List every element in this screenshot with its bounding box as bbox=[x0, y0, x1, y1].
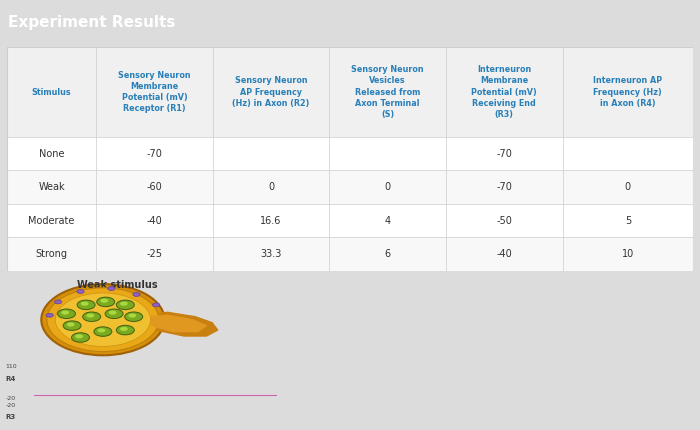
Text: Strong: Strong bbox=[36, 249, 68, 259]
Polygon shape bbox=[148, 312, 218, 336]
Text: 10: 10 bbox=[622, 249, 634, 259]
FancyBboxPatch shape bbox=[7, 47, 693, 137]
Text: Sensory Neuron
Vesicles
Released from
Axon Terminal
(S): Sensory Neuron Vesicles Released from Ax… bbox=[351, 65, 424, 119]
FancyBboxPatch shape bbox=[7, 137, 693, 170]
Text: -70: -70 bbox=[496, 148, 512, 159]
Text: 0: 0 bbox=[385, 182, 391, 192]
Text: -20: -20 bbox=[6, 396, 15, 401]
Text: Sensory Neuron
Membrane
Potential (mV)
Receptor (R1): Sensory Neuron Membrane Potential (mV) R… bbox=[118, 71, 191, 113]
Text: Sensory Neuron
AP Frequency
(Hz) in Axon (R2): Sensory Neuron AP Frequency (Hz) in Axon… bbox=[232, 77, 310, 108]
Text: Weak stimulus: Weak stimulus bbox=[76, 280, 158, 290]
Text: R3: R3 bbox=[6, 414, 16, 420]
Text: 0: 0 bbox=[268, 182, 274, 192]
Ellipse shape bbox=[41, 284, 164, 355]
Text: Experiment Results: Experiment Results bbox=[8, 15, 176, 30]
Text: R4: R4 bbox=[6, 376, 16, 382]
Text: 4: 4 bbox=[385, 215, 391, 226]
Circle shape bbox=[97, 297, 115, 307]
Text: Interneuron AP
Frequency (Hz)
in Axon (R4): Interneuron AP Frequency (Hz) in Axon (R… bbox=[594, 77, 662, 108]
Circle shape bbox=[75, 334, 83, 338]
Circle shape bbox=[46, 313, 53, 317]
Circle shape bbox=[86, 313, 94, 318]
Circle shape bbox=[120, 327, 128, 331]
Ellipse shape bbox=[55, 293, 150, 347]
Text: -60: -60 bbox=[146, 182, 162, 192]
Text: -50: -50 bbox=[496, 215, 512, 226]
Circle shape bbox=[94, 327, 112, 336]
Text: 6: 6 bbox=[385, 249, 391, 259]
Ellipse shape bbox=[47, 288, 159, 352]
Text: -70: -70 bbox=[496, 182, 512, 192]
Text: -40: -40 bbox=[146, 215, 162, 226]
Circle shape bbox=[66, 322, 75, 326]
Circle shape bbox=[105, 309, 123, 319]
Text: Weak: Weak bbox=[38, 182, 65, 192]
Text: 16.6: 16.6 bbox=[260, 215, 282, 226]
Circle shape bbox=[128, 313, 136, 318]
Circle shape bbox=[55, 300, 62, 304]
FancyBboxPatch shape bbox=[7, 204, 693, 237]
Circle shape bbox=[125, 312, 143, 322]
Circle shape bbox=[80, 301, 89, 306]
Text: Stimulus: Stimulus bbox=[32, 88, 71, 96]
Circle shape bbox=[97, 329, 106, 332]
Text: 5: 5 bbox=[624, 215, 631, 226]
Circle shape bbox=[83, 312, 101, 322]
Text: None: None bbox=[38, 148, 64, 159]
FancyBboxPatch shape bbox=[7, 237, 693, 271]
Text: -20: -20 bbox=[6, 402, 15, 408]
Text: -70: -70 bbox=[146, 148, 162, 159]
Circle shape bbox=[77, 300, 95, 310]
Circle shape bbox=[116, 300, 134, 310]
Circle shape bbox=[63, 321, 81, 330]
Circle shape bbox=[71, 333, 90, 342]
Text: 33.3: 33.3 bbox=[260, 249, 282, 259]
Text: -25: -25 bbox=[146, 249, 162, 259]
Text: 0: 0 bbox=[625, 182, 631, 192]
Circle shape bbox=[153, 303, 160, 307]
Circle shape bbox=[61, 310, 69, 315]
Circle shape bbox=[120, 301, 128, 306]
Text: Interneuron
Membrane
Potential (mV)
Receiving End
(R3): Interneuron Membrane Potential (mV) Rece… bbox=[472, 65, 537, 119]
Circle shape bbox=[100, 299, 108, 303]
Text: Moderate: Moderate bbox=[29, 215, 75, 226]
Circle shape bbox=[77, 289, 84, 293]
Circle shape bbox=[133, 292, 140, 296]
Circle shape bbox=[108, 310, 117, 315]
Text: -40: -40 bbox=[496, 249, 512, 259]
FancyBboxPatch shape bbox=[7, 170, 693, 204]
Circle shape bbox=[116, 326, 134, 335]
Circle shape bbox=[108, 287, 115, 291]
Circle shape bbox=[57, 309, 76, 319]
Polygon shape bbox=[150, 315, 206, 332]
Text: 110: 110 bbox=[6, 364, 18, 369]
